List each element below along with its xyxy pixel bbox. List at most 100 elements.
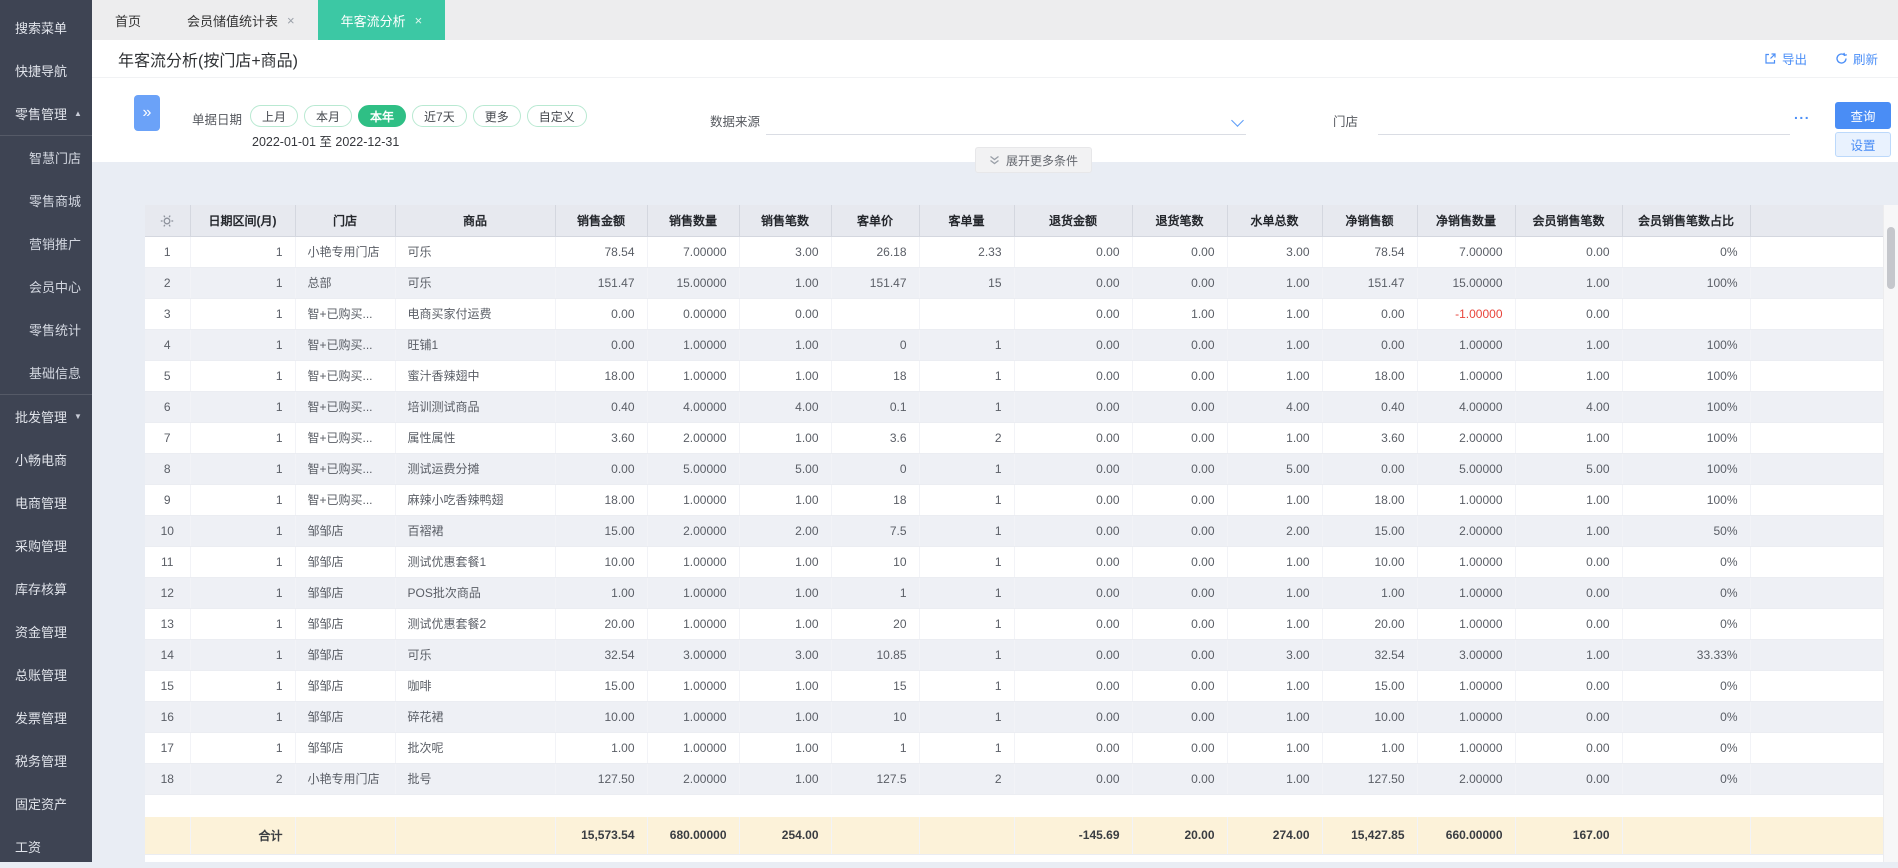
tab-首页[interactable]: 首页 — [92, 0, 164, 40]
expand-more-label: 展开更多条件 — [1006, 153, 1079, 168]
cell: 100% — [1622, 360, 1751, 392]
table-header-row: 日期区间(月) 门店 商品 销售金额 销售数量 销售笔数 客单价 客单量 退货金额 退货笔数 水单总… — [145, 205, 1884, 237]
column-header-净销售数量[interactable]: 净销售数量 — [1417, 205, 1516, 237]
sidebar-item-资金管理[interactable]: 资金管理 — [0, 610, 92, 653]
sidebar-item-搜索菜单[interactable]: 搜索菜单 — [0, 6, 92, 49]
sidebar-item-税务管理[interactable]: 税务管理 — [0, 739, 92, 782]
sidebar-item-智慧门店[interactable]: 智慧门店 — [0, 136, 92, 179]
sidebar-item-发票管理[interactable]: 发票管理 — [0, 696, 92, 739]
sidebar-item-批发管理[interactable]: 批发管理 ▼ — [0, 394, 92, 438]
cell: 总部 — [295, 267, 396, 299]
date-pill-本年[interactable]: 本年 — [358, 105, 407, 127]
cell: 1 — [190, 422, 296, 454]
tab-会员储值统计表[interactable]: 会员储值统计表 × — [164, 0, 318, 40]
close-tab-icon[interactable]: × — [414, 12, 423, 28]
column-header-销售数量[interactable]: 销售数量 — [647, 205, 740, 237]
close-tab-icon[interactable]: × — [287, 12, 295, 28]
refresh-button[interactable]: 刷新 — [1835, 49, 1878, 68]
sidebar-item-基础信息[interactable]: 基础信息 — [0, 351, 92, 394]
table-row[interactable]: 9 1 智+已购买... 麻辣小吃香辣鸭翅 18.00 1.00000 1.00 18 1 0.0… — [145, 484, 1884, 516]
cell-filler — [1750, 670, 1884, 702]
cell: 15.00000 — [647, 267, 740, 299]
cell: 智+已购买... — [295, 360, 396, 392]
column-header-客单价[interactable]: 客单价 — [831, 205, 920, 237]
date-pill-近7天[interactable]: 近7天 — [412, 105, 467, 127]
sidebar-item-小畅电商[interactable]: 小畅电商 — [0, 438, 92, 481]
sidebar-item-零售商城[interactable]: 零售商城 — [0, 179, 92, 222]
date-pill-自定义[interactable]: 自定义 — [526, 105, 587, 127]
tab-年客流分析[interactable]: 年客流分析 × — [317, 0, 446, 40]
column-header-门店[interactable]: 门店 — [295, 205, 396, 237]
cell: 1.00 — [1322, 732, 1418, 764]
table-row[interactable]: 4 1 智+已购买... 旺铺1 0.00 1.00000 1.00 0 1 0.00 0.00 1.… — [145, 329, 1884, 361]
double-chevron-down-icon — [990, 155, 999, 164]
column-header-销售金额[interactable]: 销售金额 — [555, 205, 648, 237]
table-row[interactable]: 15 1 邹邹店 咖啡 15.00 1.00000 1.00 15 1 0.00 0.00 1.00 1… — [145, 670, 1884, 702]
table-row[interactable]: 6 1 智+已购买... 培训测试商品 0.40 4.00000 4.00 0.1 1 0.00 0… — [145, 391, 1884, 423]
column-header-日期区间(月)[interactable]: 日期区间(月) — [190, 205, 296, 237]
sidebar-item-固定资产[interactable]: 固定资产 — [0, 782, 92, 825]
sidebar-item-会员中心[interactable]: 会员中心 — [0, 265, 92, 308]
vertical-scrollbar[interactable] — [1883, 205, 1898, 862]
table-row[interactable]: 8 1 智+已购买... 测试运费分摊 0.00 5.00000 5.00 0 1 0.00 0.0… — [145, 453, 1884, 485]
export-button[interactable]: 导出 — [1764, 49, 1807, 68]
sidebar-item-库存核算[interactable]: 库存核算 — [0, 567, 92, 610]
cell-filler — [1750, 732, 1884, 764]
column-settings-button[interactable] — [145, 205, 191, 237]
store-more-button[interactable]: ... — [1794, 106, 1811, 122]
column-header-商品[interactable]: 商品 — [395, 205, 556, 237]
column-header-水单总数[interactable]: 水单总数 — [1227, 205, 1323, 237]
table-row[interactable]: 7 1 智+已购买... 属性属性 3.60 2.00000 1.00 3.6 2 0.00 0.0… — [145, 422, 1884, 454]
cell: 0.00 — [1515, 546, 1623, 578]
sidebar-item-零售统计[interactable]: 零售统计 — [0, 308, 92, 351]
column-header-会员销售笔数[interactable]: 会员销售笔数 — [1515, 205, 1623, 237]
cell: 1.00 — [739, 329, 832, 361]
table-row[interactable]: 5 1 智+已购买... 蜜汁香辣翅中 18.00 1.00000 1.00 18 1 0.00 0… — [145, 360, 1884, 392]
table-row[interactable]: 11 1 邹邹店 测试优惠套餐1 10.00 1.00000 1.00 10 1 0.00 0.00… — [145, 546, 1884, 578]
cell: 2.33 — [919, 236, 1015, 268]
sidebar-item-label: 采购管理 — [15, 539, 68, 554]
table-row[interactable]: 13 1 邹邹店 测试优惠套餐2 20.00 1.00000 1.00 20 1 0.00 0.00… — [145, 608, 1884, 640]
cell: 0.00 — [1515, 763, 1623, 795]
row-number: 14 — [145, 639, 191, 671]
cell: 邹邹店 — [295, 670, 396, 702]
table-row[interactable]: 16 1 邹邹店 碎花裙 10.00 1.00000 1.00 10 1 0.00 0.00 1.00… — [145, 701, 1884, 733]
sidebar-item-营销推广[interactable]: 营销推广 — [0, 222, 92, 265]
table-row[interactable]: 18 2 小艳专用门店 批号 127.50 2.00000 1.00 127.5 2 0.00 0.… — [145, 763, 1884, 795]
sidebar-item-快捷导航[interactable]: 快捷导航 — [0, 49, 92, 92]
column-header-销售笔数[interactable]: 销售笔数 — [739, 205, 832, 237]
column-header-会员销售笔数占比[interactable]: 会员销售笔数占比 — [1622, 205, 1751, 237]
table-row[interactable]: 17 1 邹邹店 批次呢 1.00 1.00000 1.00 1 1 0.00 0.00 1.00 1.… — [145, 732, 1884, 764]
table-row[interactable]: 2 1 总部 可乐 151.47 15.00000 1.00 151.47 15 0.00 0.00… — [145, 267, 1884, 299]
table-row[interactable]: 3 1 智+已购买... 电商买家付运费 0.00 0.00000 0.00 0.00 1.00… — [145, 298, 1884, 330]
query-button[interactable]: 查询 — [1835, 102, 1891, 129]
cell: 7.00000 — [647, 236, 740, 268]
cell: 0.00 — [1515, 577, 1623, 609]
date-pill-本月[interactable]: 本月 — [304, 105, 353, 127]
settings-button[interactable]: 设置 — [1835, 132, 1891, 157]
sidebar-item-零售管理[interactable]: 零售管理 ▲ — [0, 92, 92, 136]
sidebar-item-总账管理[interactable]: 总账管理 — [0, 653, 92, 696]
table-row[interactable]: 1 1 小艳专用门店 可乐 78.54 7.00000 3.00 26.18 2.33 0.00 0… — [145, 236, 1884, 268]
column-header-退货笔数[interactable]: 退货笔数 — [1132, 205, 1228, 237]
cell: 0% — [1622, 763, 1751, 795]
column-header-净销售额[interactable]: 净销售额 — [1322, 205, 1418, 237]
cell-filler — [1750, 267, 1884, 299]
cell: 1.00 — [1227, 484, 1323, 516]
date-pill-更多[interactable]: 更多 — [472, 105, 521, 127]
column-header-退货金额[interactable]: 退货金额 — [1014, 205, 1133, 237]
table-row[interactable]: 10 1 邹邹店 百褶裙 15.00 2.00000 2.00 7.5 1 0.00 0.00 2.0… — [145, 515, 1884, 547]
collapse-filter-button[interactable]: » — [134, 95, 160, 131]
store-select[interactable] — [1378, 110, 1790, 135]
expand-more-button[interactable]: 展开更多条件 — [975, 147, 1093, 173]
sidebar-item-工资[interactable]: 工资 — [0, 825, 92, 868]
date-range-value[interactable]: 2022-01-01 至 2022-12-31 — [252, 135, 400, 149]
data-source-select[interactable] — [766, 110, 1246, 135]
column-header-客单量[interactable]: 客单量 — [919, 205, 1015, 237]
table-row[interactable]: 14 1 邹邹店 可乐 32.54 3.00000 3.00 10.85 1 0.00 0.00 3.… — [145, 639, 1884, 671]
table-row[interactable]: 12 1 邹邹店 POS批次商品 1.00 1.00000 1.00 1 1 0.00 0.00 1.… — [145, 577, 1884, 609]
sidebar-item-电商管理[interactable]: 电商管理 — [0, 481, 92, 524]
date-pill-上月[interactable]: 上月 — [250, 105, 299, 127]
sidebar-item-采购管理[interactable]: 采购管理 — [0, 524, 92, 567]
scrollbar-thumb[interactable] — [1887, 227, 1895, 289]
